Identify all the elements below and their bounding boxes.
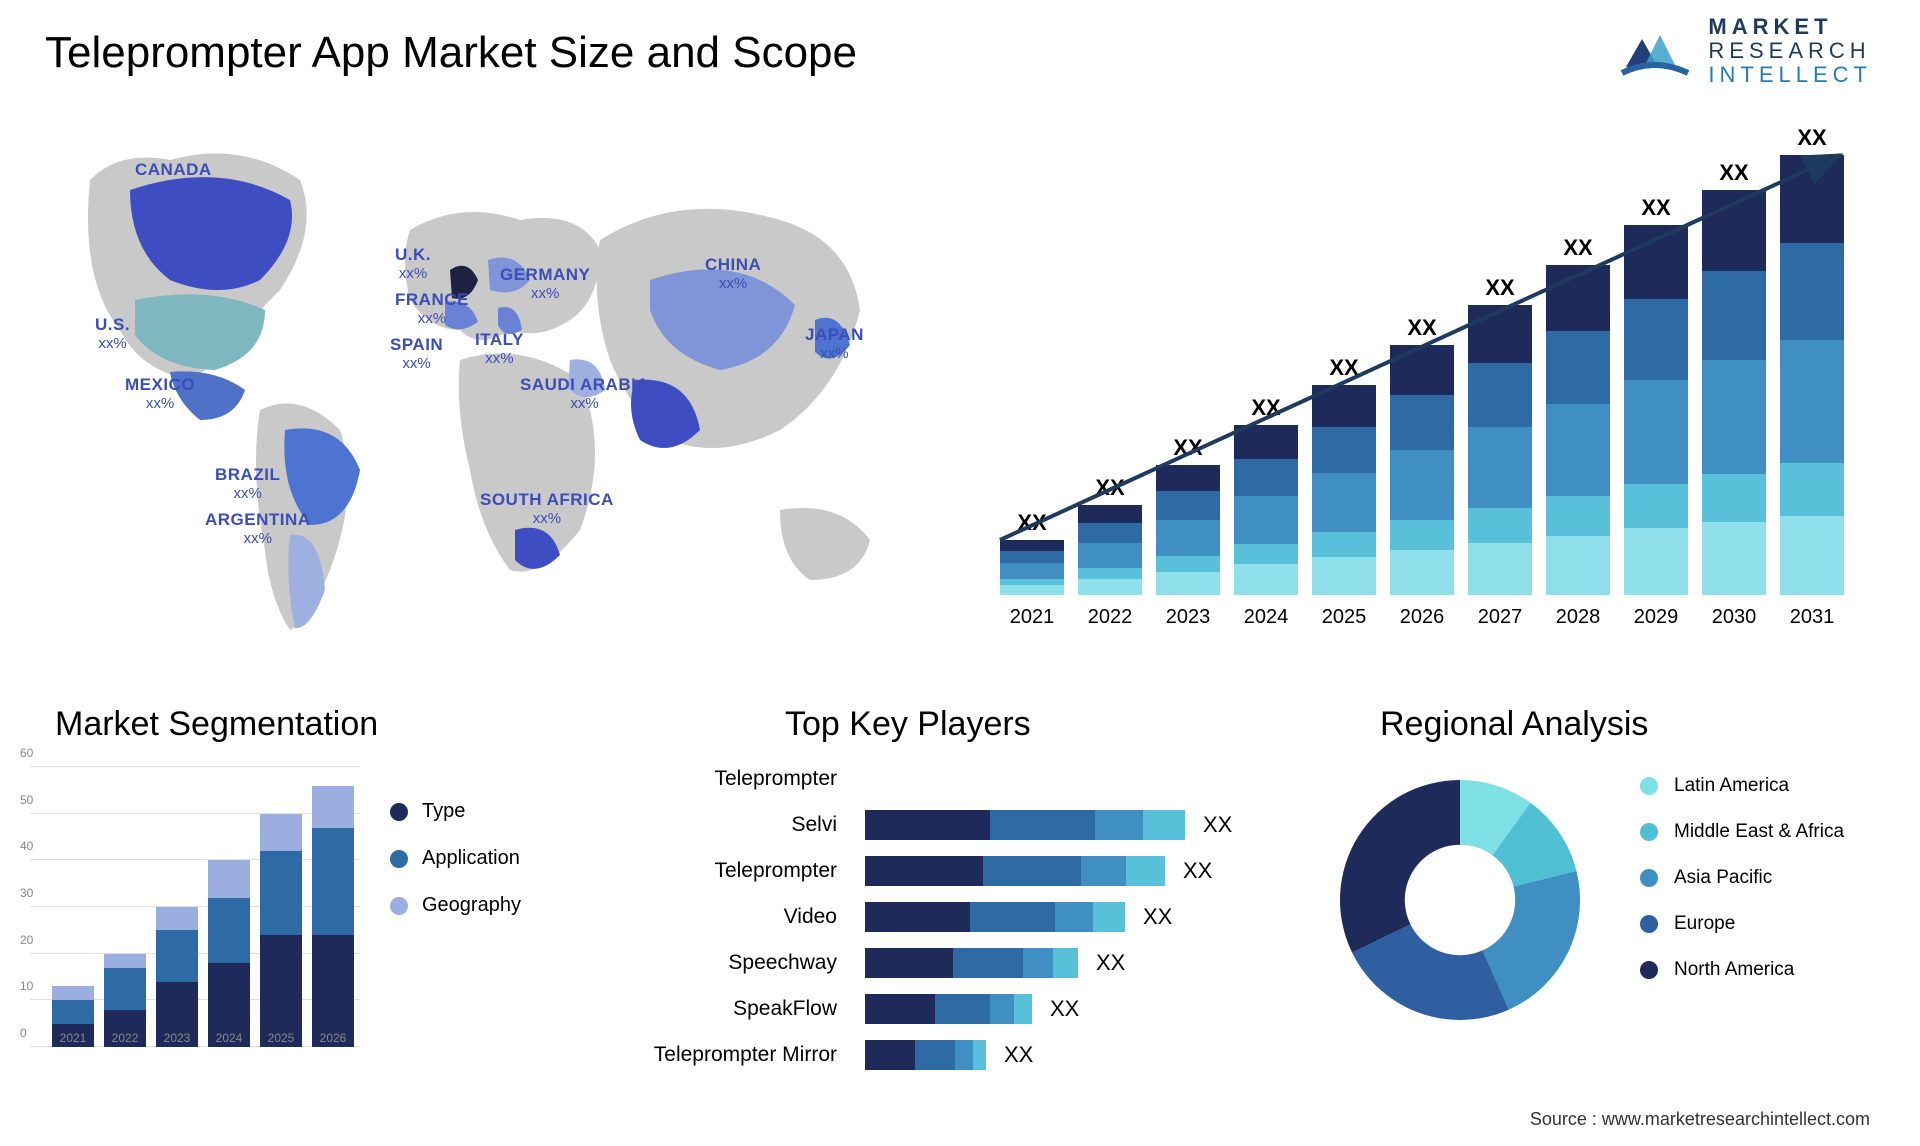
year-bar: XX2022 bbox=[1078, 505, 1142, 595]
legend-item: Application bbox=[390, 847, 521, 870]
country-label: GERMANYxx% bbox=[500, 265, 590, 303]
year-bar: XX2021 bbox=[1000, 540, 1064, 595]
country-label: CANADAxx% bbox=[135, 160, 212, 198]
player-row: Teleprompter MirrorXX bbox=[620, 1038, 1290, 1072]
regional-legend: Latin America Middle East & Africa Asia Pa… bbox=[1640, 775, 1844, 1005]
legend-item: North America bbox=[1640, 959, 1844, 981]
year-bar: XX2024 bbox=[1234, 425, 1298, 595]
year-bar: XX2025 bbox=[1312, 385, 1376, 595]
year-bar: XX2029 bbox=[1624, 225, 1688, 595]
country-label: SPAINxx% bbox=[390, 335, 443, 373]
player-row: TeleprompterXX bbox=[620, 854, 1290, 888]
country-label: INDIAxx% bbox=[645, 400, 694, 438]
player-row: SpeakFlowXX bbox=[620, 992, 1290, 1026]
year-bar: XX2030 bbox=[1702, 190, 1766, 595]
logo-line-2: RESEARCH bbox=[1708, 39, 1872, 63]
legend-item: Type bbox=[390, 800, 521, 823]
donut-slice bbox=[1340, 780, 1460, 953]
segmentation-chart: 0102030405060202120222023202420252026 bbox=[30, 755, 360, 1075]
seg-bar: 2024 bbox=[208, 860, 250, 1047]
country-label: FRANCExx% bbox=[395, 290, 469, 328]
world-map: CANADAxx% U.S.xx% MEXICOxx% BRAZILxx% ARGENT… bbox=[40, 130, 910, 660]
seg-bar: 2021 bbox=[52, 986, 94, 1047]
legend-item: Middle East & Africa bbox=[1640, 821, 1844, 843]
brand-logo: MARKET RESEARCH INTELLECT bbox=[1614, 15, 1872, 88]
logo-line-1: MARKET bbox=[1708, 15, 1872, 39]
year-bar: XX2023 bbox=[1156, 465, 1220, 595]
seg-bar: 2026 bbox=[312, 786, 354, 1047]
year-bar: XX2031 bbox=[1780, 155, 1844, 595]
player-row: Teleprompter bbox=[620, 762, 1290, 796]
country-label: U.K.xx% bbox=[395, 245, 431, 283]
legend-item: Asia Pacific bbox=[1640, 867, 1844, 889]
regional-title: Regional Analysis bbox=[1380, 705, 1648, 744]
seg-bar: 2023 bbox=[156, 907, 198, 1047]
segmentation-title: Market Segmentation bbox=[55, 705, 378, 744]
country-label: SOUTH AFRICAxx% bbox=[480, 490, 614, 528]
source-text: Source : www.marketresearchintellect.com bbox=[1530, 1109, 1870, 1130]
country-label: ITALYxx% bbox=[475, 330, 524, 368]
country-label: SAUDI ARABIAxx% bbox=[520, 375, 649, 413]
page-title: Teleprompter App Market Size and Scope bbox=[45, 28, 857, 78]
legend-item: Europe bbox=[1640, 913, 1844, 935]
player-row: SpeechwayXX bbox=[620, 946, 1290, 980]
player-row: VideoXX bbox=[620, 900, 1290, 934]
country-label: BRAZILxx% bbox=[215, 465, 280, 503]
player-row: SelviXX bbox=[620, 808, 1290, 842]
country-label: U.S.xx% bbox=[95, 315, 130, 353]
legend-item: Latin America bbox=[1640, 775, 1844, 797]
logo-icon bbox=[1614, 17, 1694, 85]
country-label: JAPANxx% bbox=[805, 325, 864, 363]
country-label: ARGENTINAxx% bbox=[205, 510, 311, 548]
year-bar: XX2028 bbox=[1546, 265, 1610, 595]
year-bar: XX2026 bbox=[1390, 345, 1454, 595]
logo-line-3: INTELLECT bbox=[1708, 63, 1872, 87]
regional-donut bbox=[1330, 770, 1590, 1030]
seg-bar: 2025 bbox=[260, 814, 302, 1047]
legend-item: Geography bbox=[390, 894, 521, 917]
players-chart: Teleprompter SelviXX TeleprompterXX VideoXX… bbox=[620, 762, 1290, 1084]
seg-bar: 2022 bbox=[104, 954, 146, 1047]
country-label: MEXICOxx% bbox=[125, 375, 195, 413]
market-size-chart: XX2021XX2022XX2023XX2024XX2025XX2026XX20… bbox=[990, 145, 1870, 675]
country-label: CHINAxx% bbox=[705, 255, 761, 293]
year-bar: XX2027 bbox=[1468, 305, 1532, 595]
segmentation-legend: Type Application Geography bbox=[390, 800, 521, 941]
players-title: Top Key Players bbox=[785, 705, 1031, 744]
